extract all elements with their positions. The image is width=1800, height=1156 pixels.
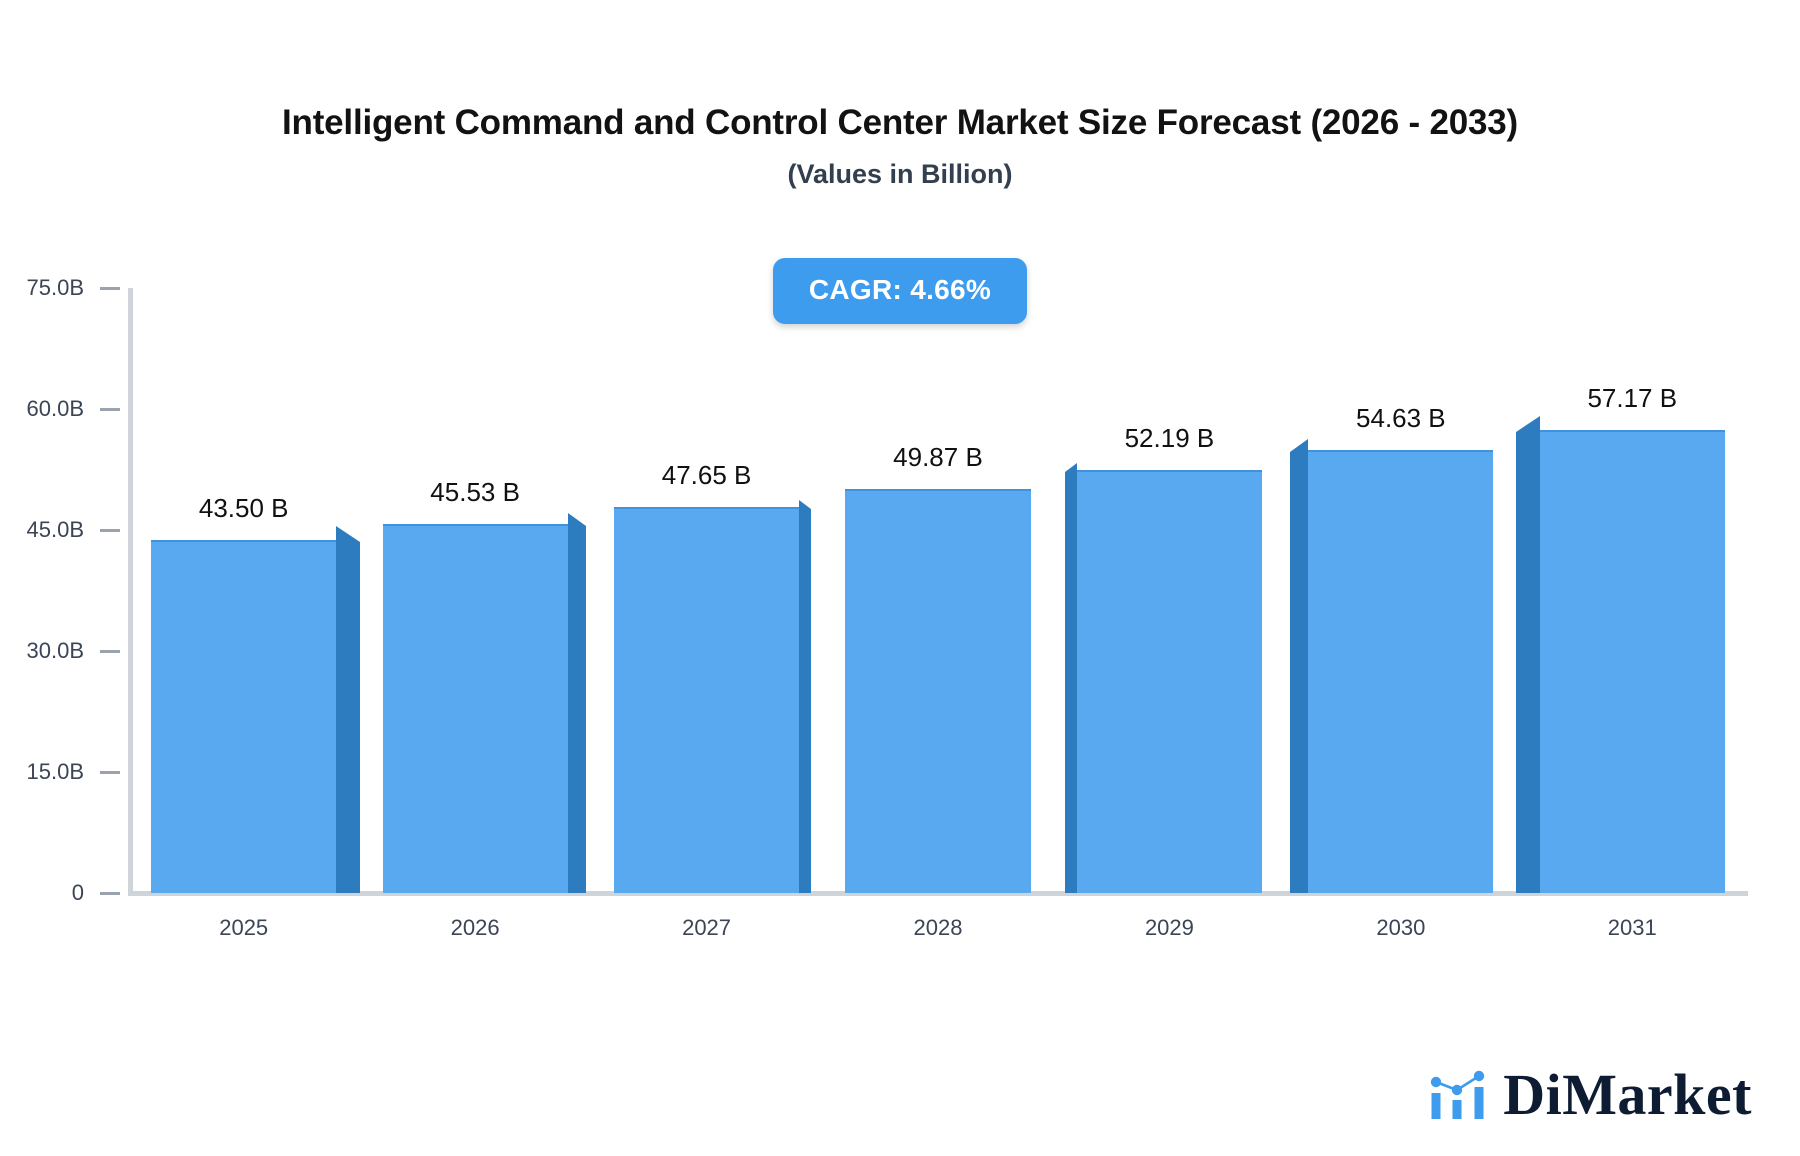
bar-face — [1539, 429, 1725, 893]
bar[interactable]: 45.53 B — [382, 477, 586, 893]
x-axis-labels: 2025 2026 2027 2028 2029 2030 2031 — [128, 915, 1748, 955]
cagr-badge-wrap: CAGR: 4.66% — [0, 258, 1800, 324]
y-axis-tick-mark — [100, 891, 120, 895]
bar-slot: 49.87 B — [845, 288, 1031, 893]
y-axis-tick-label: 0 — [71, 880, 84, 905]
x-axis-tick-label: 2028 — [913, 915, 963, 940]
bar-slot: 45.53 B — [382, 288, 586, 893]
bar[interactable]: 43.50 B — [151, 493, 361, 893]
y-axis-spine — [128, 288, 133, 893]
y-axis-tick-label: 75.0B — [26, 275, 85, 300]
bar-top-bevel — [336, 526, 361, 543]
bar-side-panel — [567, 525, 586, 893]
bar-value-label: 57.17 B — [1587, 382, 1678, 413]
bar-top-bevel — [799, 499, 812, 509]
chart-subtitle: (Values in Billion) — [787, 158, 1013, 189]
page-title: Intelligent Command and Control Center M… — [282, 103, 1518, 142]
bar-top-bevel — [1290, 439, 1309, 453]
y-axis-tick-label: 30.0B — [26, 638, 85, 663]
bar-slot: 43.50 B — [151, 288, 361, 893]
bar-value-label: 47.65 B — [661, 459, 752, 490]
bar-side-panel — [336, 542, 361, 893]
y-axis-tick-mark — [100, 649, 120, 653]
bar-value-label: 45.53 B — [430, 476, 520, 507]
bar-top-bevel — [1064, 463, 1077, 473]
x-axis-tick-label: 2025 — [219, 915, 269, 940]
bar[interactable]: 49.87 B — [845, 442, 1031, 893]
bar-top-bevel — [567, 512, 586, 526]
title-block: Intelligent Command and Control Center M… — [0, 103, 1800, 190]
logo-text: DiMarket — [1503, 1062, 1752, 1127]
bar-slot: 57.17 B — [1515, 288, 1725, 893]
bar[interactable]: 54.63 B — [1290, 403, 1494, 893]
y-axis-tick-label: 15.0B — [26, 759, 85, 784]
bar-slot: 52.19 B — [1064, 288, 1262, 893]
cagr-badge: CAGR: 4.66% — [772, 258, 1028, 324]
y-axis-tick-mark — [100, 770, 120, 774]
bar-slot: 47.65 B — [614, 288, 812, 893]
bar-face — [382, 523, 568, 893]
x-axis-tick-label: 2029 — [1144, 915, 1194, 940]
x-axis-tick-label: 2031 — [1607, 915, 1657, 940]
bar-slot: 54.63 B — [1290, 288, 1494, 893]
y-axis-tick-label: 45.0B — [26, 517, 85, 542]
bar-face — [1076, 470, 1262, 893]
bar-side-panel — [799, 508, 812, 893]
bar[interactable]: 52.19 B — [1064, 423, 1262, 893]
x-axis-tick-label: 2026 — [450, 915, 500, 940]
bar-value-label: 54.63 B — [1356, 403, 1446, 434]
bar-side-panel — [1290, 452, 1309, 893]
bar-value-label: 43.50 B — [198, 493, 289, 524]
y-axis-tick-label: 60.0B — [26, 396, 85, 421]
bar-top-bevel — [1515, 415, 1540, 432]
bar-face — [845, 488, 1031, 893]
dimarket-logo: DiMarket — [1429, 1066, 1752, 1124]
bar-side-panel — [1515, 431, 1540, 893]
x-axis-tick-label: 2030 — [1376, 915, 1426, 940]
bar-chart-icon — [1430, 1070, 1485, 1119]
bar-side-panel — [1064, 472, 1077, 893]
bar-face — [151, 540, 337, 893]
y-axis-tick-mark — [100, 286, 120, 290]
bar[interactable]: 47.65 B — [614, 460, 812, 893]
bar-series: 43.50 B 45.53 B 47.65 B 49.87 B 52.19 B 54.63… — [128, 288, 1748, 893]
bar[interactable]: 57.17 B — [1515, 383, 1725, 893]
bar-face — [614, 506, 800, 893]
bar-face — [1308, 450, 1494, 893]
bar-value-label: 52.19 B — [1124, 423, 1215, 454]
x-axis-spine — [128, 891, 1748, 896]
bar-value-label: 49.87 B — [893, 441, 983, 472]
y-axis-tick-mark — [100, 528, 120, 532]
y-axis-tick-mark — [100, 407, 120, 411]
plot-area: 75.0B 60.0B 45.0B 30.0B 15.0B 0 43.50 B 45.53 … — [27, 275, 1748, 905]
x-axis-tick-label: 2027 — [682, 915, 732, 940]
